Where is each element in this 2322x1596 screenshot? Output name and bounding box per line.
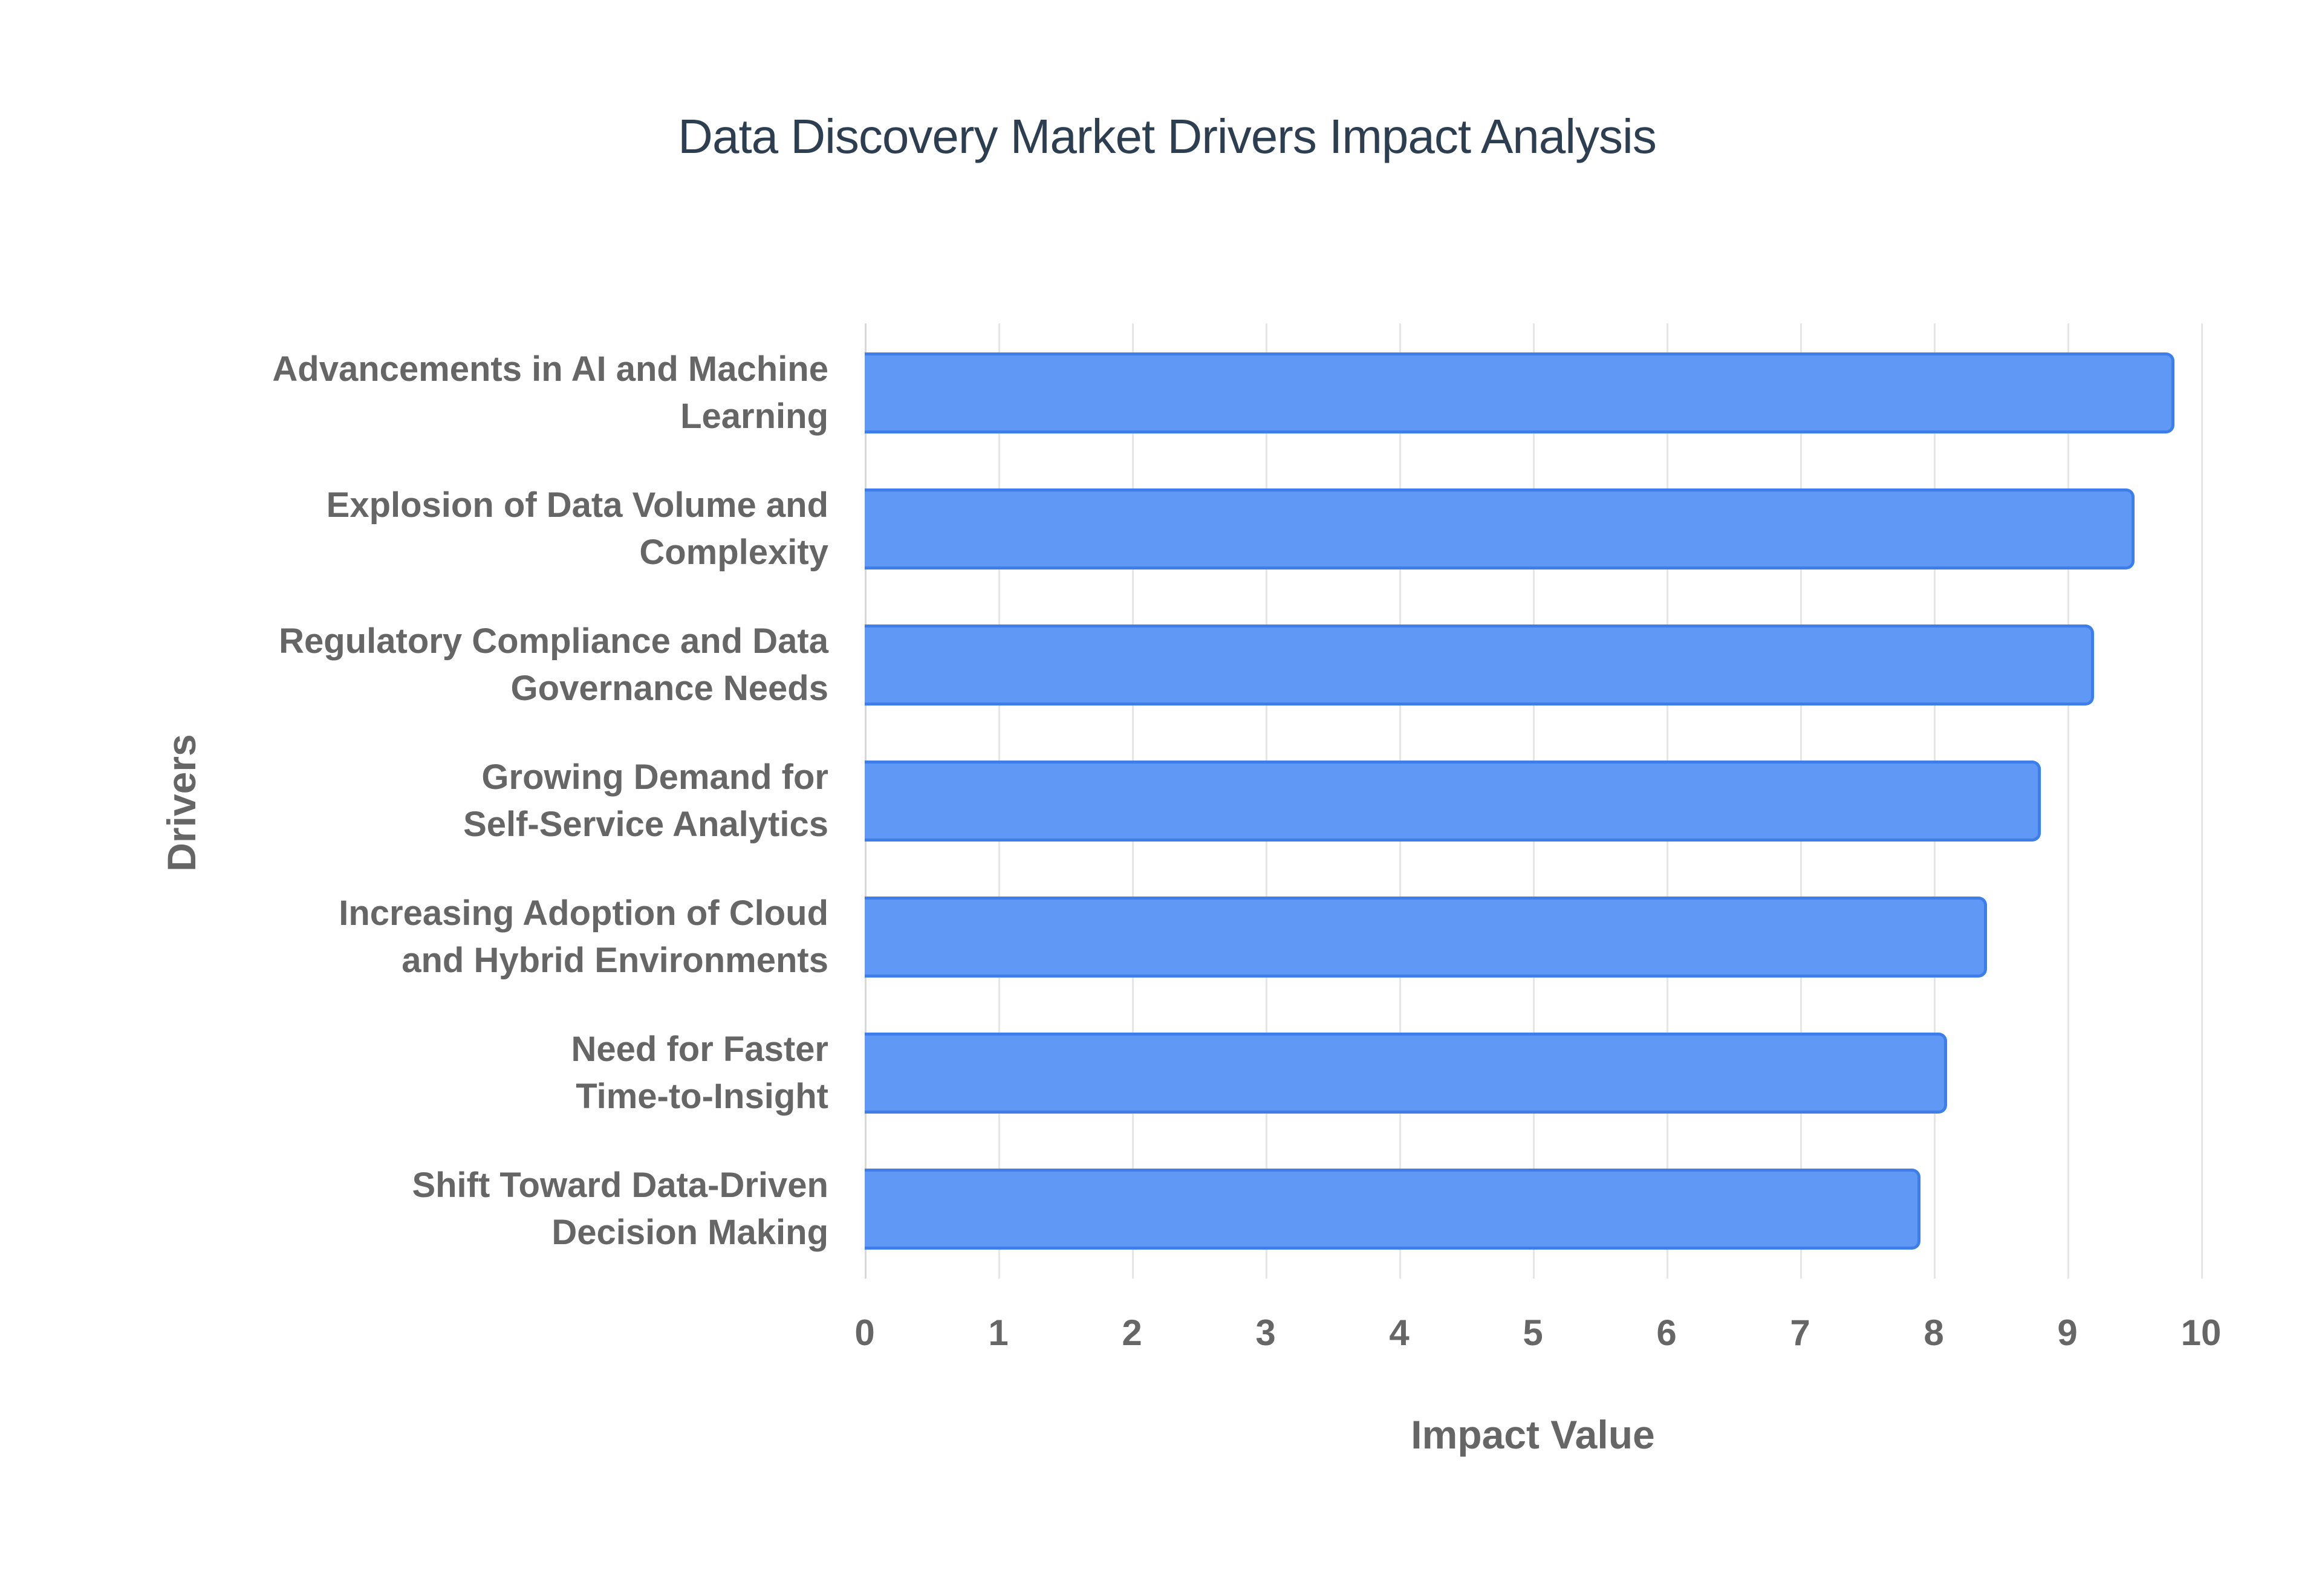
bar[interactable]	[865, 1033, 1948, 1114]
y-tick-label: Regulatory Compliance and Data Governance…	[279, 621, 828, 708]
x-tick-label: 3	[1255, 1312, 1276, 1353]
y-tick-label: Need for Faster Time-to-Insight	[571, 1030, 828, 1116]
x-tick-label: 0	[854, 1312, 875, 1353]
bar[interactable]	[865, 624, 2095, 706]
x-tick-label: 6	[1656, 1312, 1677, 1353]
y-tick-label: Shift Toward Data-Driven Decision Making	[412, 1166, 828, 1252]
x-tick-label: 2	[1122, 1312, 1142, 1353]
gridline	[2067, 323, 2069, 1279]
x-tick-label: 4	[1389, 1312, 1410, 1353]
x-tick-label: 1	[988, 1312, 1009, 1353]
chart-title: Data Discovery Market Drivers Impact Ana…	[678, 109, 1657, 163]
bar[interactable]	[865, 897, 1988, 978]
x-tick-label: 7	[1790, 1312, 1810, 1353]
bar[interactable]	[865, 488, 2135, 569]
x-axis-title: Impact Value	[1411, 1412, 1655, 1457]
bar[interactable]	[865, 761, 2041, 842]
y-tick-label: Advancements in AI and Machine Learning	[272, 349, 828, 436]
bar[interactable]	[865, 1169, 1920, 1250]
y-tick-label: Increasing Adoption of Cloud and Hybrid E…	[339, 894, 828, 980]
y-tick-label: Growing Demand for Self-Service Analytics	[463, 757, 828, 844]
x-tick-label: 5	[1523, 1312, 1543, 1353]
y-tick-label: Explosion of Data Volume and Complexity	[326, 485, 828, 572]
gridline	[2201, 323, 2203, 1279]
x-tick-label: 9	[2057, 1312, 2078, 1353]
x-tick-label: 8	[1924, 1312, 1944, 1353]
plot-area	[865, 323, 2203, 1279]
x-tick-label: 10	[2181, 1312, 2222, 1353]
bar[interactable]	[865, 352, 2174, 433]
